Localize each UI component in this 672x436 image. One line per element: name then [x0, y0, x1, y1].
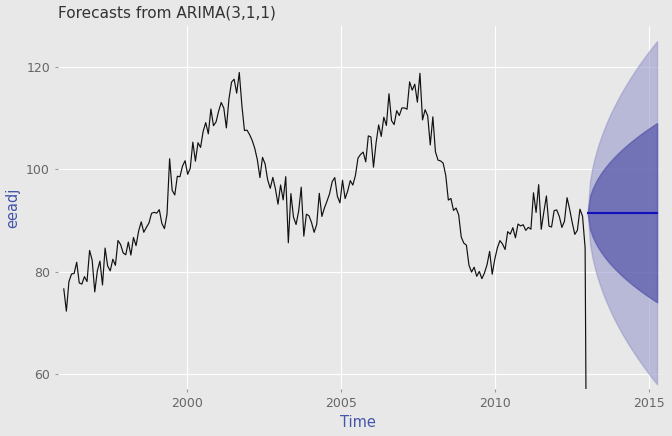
Y-axis label: eeadj: eeadj: [5, 187, 21, 228]
X-axis label: Time: Time: [340, 416, 376, 430]
Text: Forecasts from ARIMA(3,1,1): Forecasts from ARIMA(3,1,1): [58, 6, 276, 20]
